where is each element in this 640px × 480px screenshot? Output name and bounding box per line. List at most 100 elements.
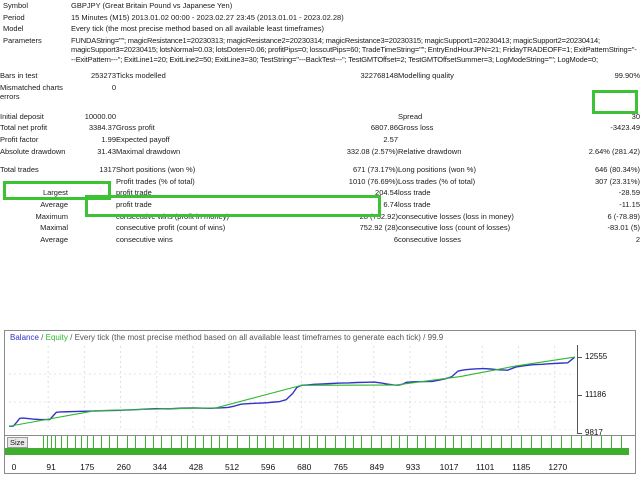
meta-row-parameters: Parameters FUNDAString=""; magicResistan…: [0, 35, 640, 66]
graph-legend: Balance / Equity / Every tick (the most …: [10, 333, 443, 342]
stat-label-gross-loss: Gross loss: [398, 123, 434, 133]
size-tick: [561, 436, 562, 448]
x-tick-label: 1017: [439, 462, 459, 472]
report-meta-table: Symbol GBPJPY (Great Britain Pound vs Ja…: [0, 0, 640, 65]
size-tick: [335, 436, 336, 448]
stat-label-total-trades: Total trades: [0, 165, 39, 175]
size-tick: [611, 436, 612, 448]
stat-value-largest-profit-trade: 204.54: [375, 188, 398, 198]
stat-label-maximal-drawdown: Maximal drawdown: [116, 146, 181, 156]
size-tick: [417, 436, 418, 448]
legend-equity: Equity: [45, 333, 68, 342]
size-tick: [511, 436, 512, 448]
size-tick: [211, 436, 212, 448]
stat-value-profit-factor: 1.99: [101, 134, 116, 144]
table-row: Maximal consecutive profit (count of win…: [0, 222, 640, 234]
stat-value-max-consecutive-losses: 6 (-78.89): [607, 211, 640, 221]
y-tick-mark-12555: [577, 357, 582, 358]
meta-label-model: Model: [3, 24, 24, 33]
legend-separator-1: /: [41, 333, 44, 342]
y-tick-label-9817: 9817: [585, 428, 603, 437]
size-tick: [117, 436, 118, 448]
size-tick: [471, 436, 472, 448]
x-tick-label: 1185: [512, 462, 531, 472]
stat-label-relative-drawdown: Relative drawdown: [398, 146, 462, 156]
size-tick: [381, 436, 382, 448]
size-tick: [345, 436, 346, 448]
stat-label-total-net-profit: Total net profit: [0, 123, 48, 133]
stat-value-blank-4: [534, 134, 640, 146]
size-tick: [621, 436, 622, 448]
stat-value-average-consecutive-losses: 2: [635, 234, 640, 244]
size-tick: [461, 436, 462, 448]
table-row: Maximum consecutive wins (profit in mone…: [0, 211, 640, 223]
meta-label-period: Period: [3, 12, 25, 22]
stat-value-modelling-quality: 99.90%: [614, 71, 640, 80]
size-tick: [361, 436, 362, 448]
size-tick: [181, 436, 182, 448]
stat-label-average-profit-trade: profit trade: [116, 199, 152, 209]
x-tick-label: 428: [188, 462, 204, 472]
y-axis: 12555 11186 9817: [577, 343, 637, 437]
stat-value-average-consecutive-wins: 6: [393, 234, 398, 244]
x-tick-label: 1270: [548, 462, 568, 472]
stat-label-profit-trades: Profit trades (% of total): [116, 176, 195, 186]
stat-label-blank-3: [116, 111, 306, 123]
stat-label-average-consecutive-wins: consecutive wins: [116, 234, 173, 244]
stat-value-blank-3: [306, 111, 398, 123]
size-tick: [273, 436, 274, 448]
size-tick: [283, 436, 284, 448]
size-tick: [51, 436, 52, 448]
stat-label-average-loss-trade: loss trade: [398, 199, 431, 209]
size-tick: [55, 436, 56, 448]
size-tick: [265, 436, 266, 448]
stat-label-mismatched-charts-errors: Mismatched charts errors: [0, 82, 63, 102]
size-tick: [581, 436, 582, 448]
stat-label-loss-trades: Loss trades (% of total): [398, 176, 476, 186]
x-tick-label: 91: [46, 462, 56, 472]
stat-value-average-profit-trade: 6.74: [383, 199, 398, 209]
size-tick: [43, 436, 44, 448]
size-tick: [391, 436, 392, 448]
size-tick: [145, 436, 146, 448]
stat-value-average-2-blank: [72, 234, 116, 246]
stat-label-maximal-consecutive-profit: consecutive profit (count of wins): [116, 223, 226, 233]
stat-label-largest-loss-trade: loss trade: [398, 188, 431, 198]
stat-label-modelling-quality: Modelling quality: [398, 71, 454, 80]
stat-value-maximal-drawdown: 332.08 (2.57%): [346, 146, 398, 156]
size-tick: [531, 436, 532, 448]
size-tick: [309, 436, 310, 448]
x-tick-label: 1101: [476, 462, 495, 472]
x-tick-label: 344: [152, 462, 167, 472]
size-tick: [407, 436, 408, 448]
stat-value-short-positions: 671 (73.17%): [352, 165, 398, 175]
size-tick: [47, 436, 48, 448]
stat-label-maximum: Maximum: [35, 211, 68, 221]
size-tick: [249, 436, 250, 448]
size-tick: [301, 436, 302, 448]
size-tick: [81, 436, 82, 448]
size-label: Size: [7, 437, 28, 448]
x-axis: 0 91 175 260 344 428 512 596 680 765 849 933 1017 110…: [4, 462, 636, 476]
size-tick: [453, 436, 454, 448]
stat-value-average-loss-trade: -11.15: [619, 199, 640, 209]
size-tick: [101, 436, 102, 448]
stat-label-long-positions: Long positions (won %): [398, 165, 476, 175]
stat-value-mismatched-charts-errors: 0: [111, 82, 116, 92]
stat-value-maximal-blank: [72, 222, 116, 234]
stat-value-profit-trades: 1010 (76.69%): [348, 176, 398, 186]
size-tick: [491, 436, 492, 448]
stat-value-maximum-blank: [72, 211, 116, 223]
stat-label-expected-payoff: Expected payoff: [116, 134, 170, 144]
size-tick: [153, 436, 154, 448]
size-tick: [187, 436, 188, 448]
stat-label-largest: Largest: [42, 188, 68, 198]
meta-value-parameters: FUNDAString=""; magicResistance1=2023031…: [71, 35, 637, 64]
meta-label-parameters: Parameters: [3, 35, 42, 45]
stat-label-max-consecutive-wins: consecutive wins (profit in money): [116, 211, 229, 221]
stat-label-initial-deposit: Initial deposit: [0, 111, 44, 121]
stat-label-bars-in-test: Bars in test: [0, 71, 38, 80]
size-tick: [501, 436, 502, 448]
stat-label-blank-4: [398, 134, 534, 146]
